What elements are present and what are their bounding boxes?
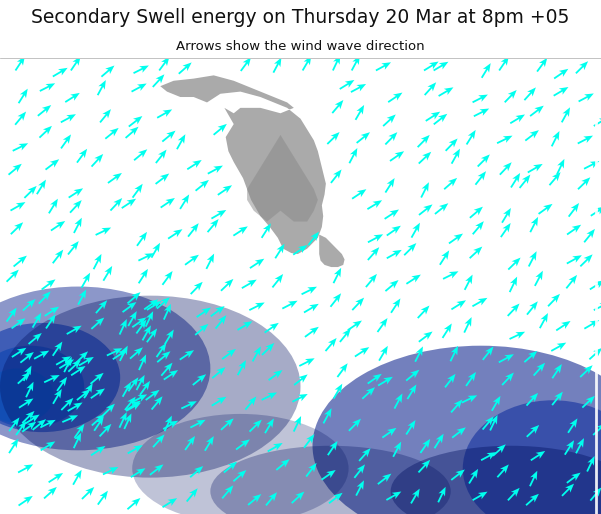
Polygon shape (247, 135, 318, 222)
Ellipse shape (313, 346, 601, 514)
Ellipse shape (132, 414, 349, 514)
Ellipse shape (0, 346, 84, 428)
Text: Secondary Swell energy on Thursday 20 Mar at 8pm +05: Secondary Swell energy on Thursday 20 Ma… (31, 8, 570, 27)
Polygon shape (319, 234, 344, 267)
Text: Arrows show the wind wave direction: Arrows show the wind wave direction (176, 40, 425, 52)
Polygon shape (160, 76, 326, 254)
Ellipse shape (463, 400, 601, 514)
Ellipse shape (0, 296, 300, 478)
Ellipse shape (0, 323, 120, 432)
Ellipse shape (210, 446, 451, 514)
Ellipse shape (391, 446, 601, 514)
Ellipse shape (0, 369, 54, 423)
Ellipse shape (0, 287, 210, 450)
